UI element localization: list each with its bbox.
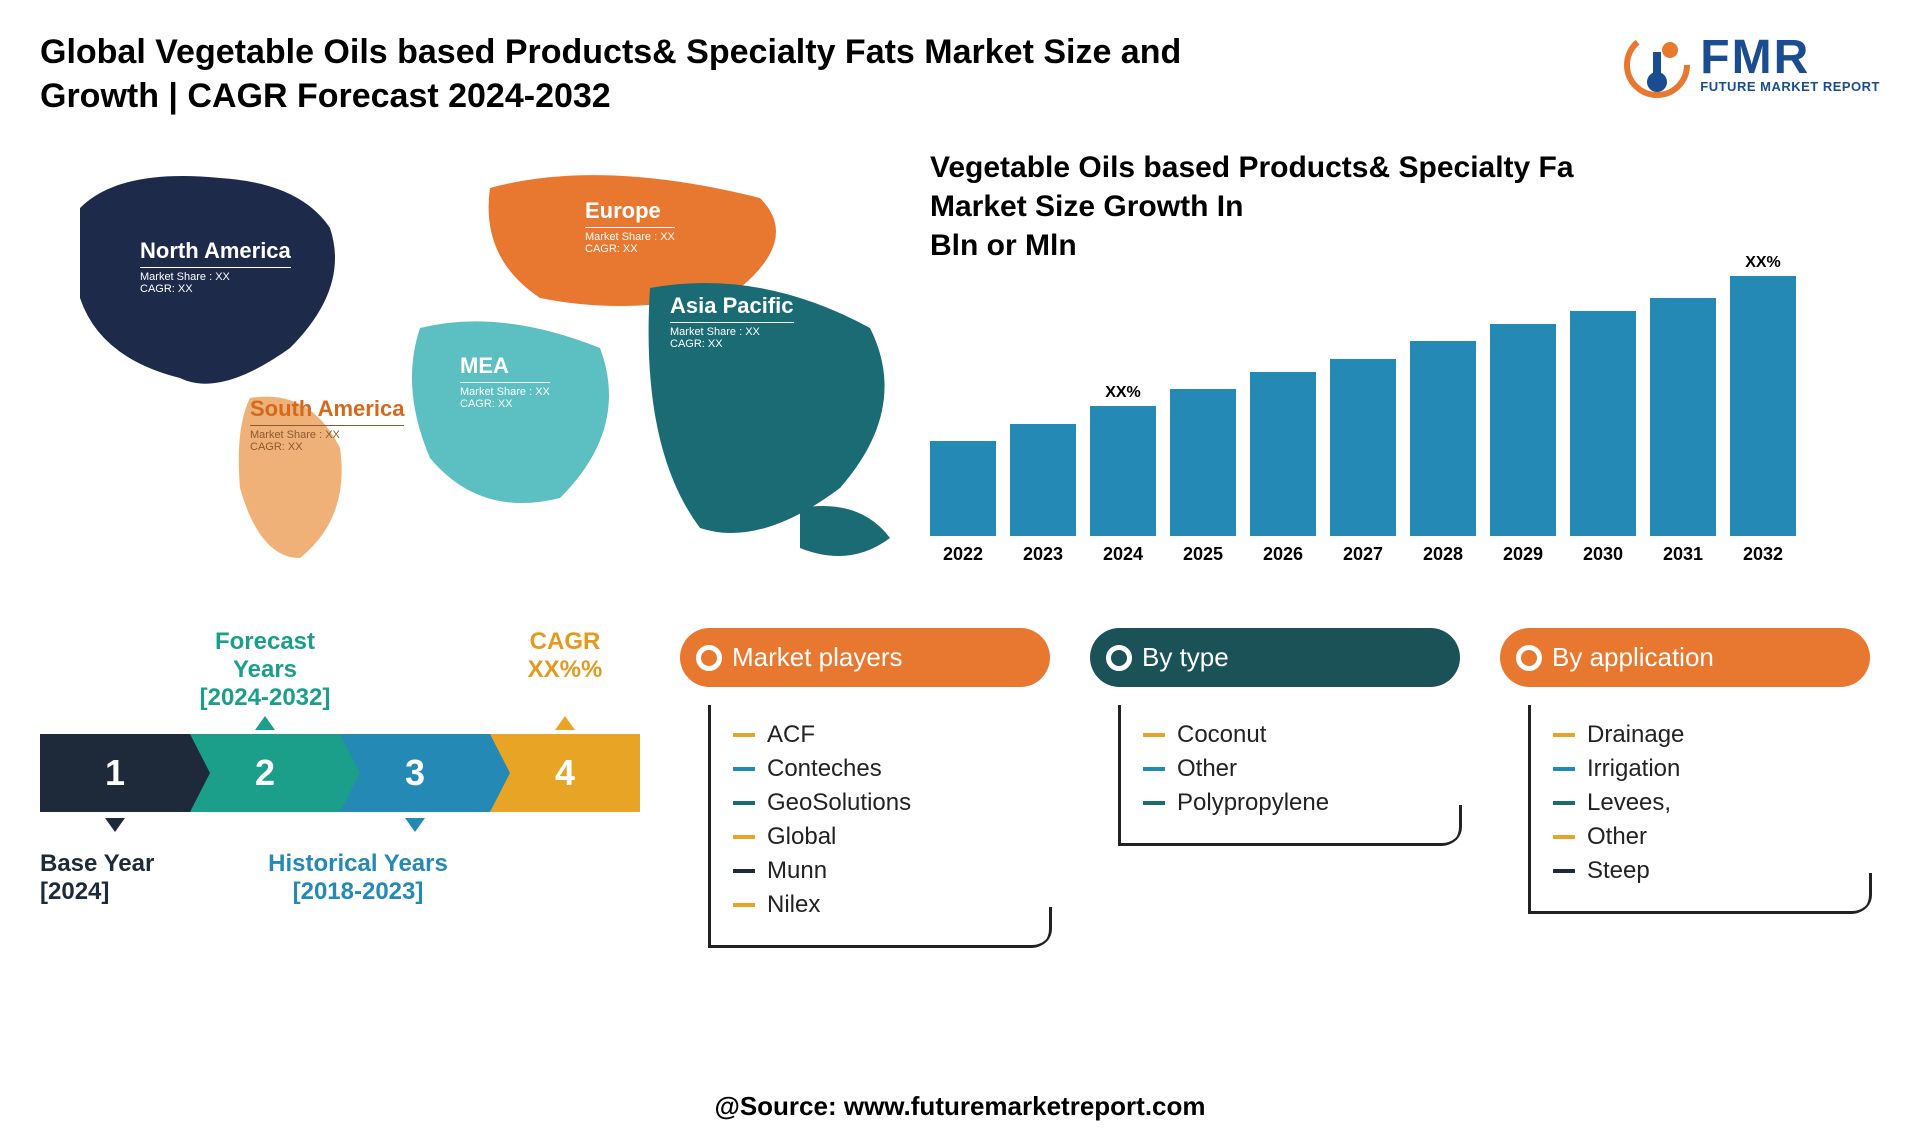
arrow-up-icon [555,716,575,730]
list-item: Polypropylene [1143,789,1446,817]
bar-year-label: 2032 [1743,544,1783,565]
label-south-america: South America Market Share : XXCAGR: XX [250,396,404,453]
tick-icon [1553,767,1575,771]
label-mea: MEA Market Share : XXCAGR: XX [460,353,550,410]
bar-year-label: 2030 [1583,544,1623,565]
list-item: GeoSolutions [733,789,1036,817]
timeline-seg-4: 4 [490,734,640,812]
bar-2027: 2027 [1330,359,1396,566]
tick-icon [733,801,755,805]
timeline-seg-2: 2 [190,734,340,812]
list-item: Conteches [733,755,1036,783]
list-item: Other [1553,823,1856,851]
bottom-row: Forecast Years [2024-2032] CAGR XX%% 123… [40,628,1880,948]
bar-annot-2024: XX% [1105,384,1141,402]
timeline: Forecast Years [2024-2032] CAGR XX%% 123… [40,628,640,948]
list-item: Steep [1553,857,1856,885]
bar-2024: XX%2024 [1090,406,1156,565]
bars: 20222023XX%20242025202620272028202920302… [930,285,1880,565]
baseyear-range: [2024] [40,878,109,905]
tick-icon [1143,801,1165,805]
bar-annot-2032: XX% [1745,254,1781,272]
logo-icon [1622,30,1692,100]
bar-2028: 2028 [1410,341,1476,565]
tick-icon [1553,733,1575,737]
list-item: Drainage [1553,721,1856,749]
region-mea [412,322,609,504]
bar-year-label: 2026 [1263,544,1303,565]
label-asia-pacific: Asia Pacific Market Share : XXCAGR: XX [670,293,794,350]
bar-2029: 2029 [1490,324,1556,565]
list-item: Nilex [733,891,1036,919]
arrow-down-icon [405,818,425,832]
timeline-seg-3: 3 [340,734,490,812]
bar-2023: 2023 [1010,424,1076,566]
tick-icon [733,869,755,873]
bar-year-label: 2031 [1663,544,1703,565]
bar-year-label: 2029 [1503,544,1543,565]
cagr-label: CAGR [530,628,601,655]
list-item: ACF [733,721,1036,749]
header: Global Vegetable Oils based Products& Sp… [40,30,1880,118]
pill-market-players: Market players [680,628,1050,687]
bar-2032: XX%2032 [1730,276,1796,565]
cagr-value: XX%% [528,656,603,683]
tick-icon [733,767,755,771]
timeline-seg-1: 1 [40,734,190,812]
logo: FMR FUTURE MARKET REPORT [1622,30,1880,100]
tick-icon [1143,733,1165,737]
source-label: @Source: www.futuremarketreport.com [0,1091,1920,1122]
world-map: North America Market Share : XXCAGR: XX … [40,148,910,568]
logo-fmr: FMR [1700,36,1880,79]
forecast-label: Forecast Years [215,628,315,683]
historical-label: Historical Years [268,850,448,877]
baseyear-label: Base Year [40,850,154,877]
tick-icon [1143,767,1165,771]
bar-2030: 2030 [1570,311,1636,565]
list-item: Global [733,823,1036,851]
arrow-down-icon [105,818,125,832]
tick-icon [1553,801,1575,805]
tick-icon [1553,869,1575,873]
bar-2031: 2031 [1650,298,1716,565]
bar-2025: 2025 [1170,389,1236,565]
pill-by-application: By application [1500,628,1870,687]
tick-icon [733,903,755,907]
list-item: Irrigation [1553,755,1856,783]
growth-chart: Vegetable Oils based Products& Specialty… [930,148,1880,568]
market-players: Market players ACF Conteches GeoSolutions G… [680,628,1050,948]
page-title: Global Vegetable Oils based Products& Sp… [40,30,1240,118]
bar-2022: 2022 [930,441,996,565]
list-item: Coconut [1143,721,1446,749]
historical-range: [2018-2023] [293,878,424,905]
list-item: Other [1143,755,1446,783]
bar-year-label: 2027 [1343,544,1383,565]
arrow-up-icon [255,716,275,730]
bar-year-label: 2023 [1023,544,1063,565]
mid-row: North America Market Share : XXCAGR: XX … [40,148,1880,568]
bar-2026: 2026 [1250,372,1316,566]
label-north-america: North America Market Share : XXCAGR: XX [140,238,291,295]
list-item: Levees, [1553,789,1856,817]
tick-icon [1553,835,1575,839]
by-application: By application Drainage Irrigation Levees,… [1500,628,1870,948]
timeline-bar: 1234 [40,734,640,812]
forecast-range: [2024-2032] [200,684,331,711]
by-type: By type Coconut Other Polypropylene [1090,628,1460,948]
bar-year-label: 2028 [1423,544,1463,565]
tick-icon [733,835,755,839]
chart-title: Vegetable Oils based Products& Specialty… [930,148,1880,265]
bar-year-label: 2024 [1103,544,1143,565]
logo-sub: FUTURE MARKET REPORT [1700,79,1880,94]
label-europe: Europe Market Share : XXCAGR: XX [585,198,675,255]
bar-year-label: 2022 [943,544,983,565]
bar-year-label: 2025 [1183,544,1223,565]
pill-by-type: By type [1090,628,1460,687]
list-item: Munn [733,857,1036,885]
tick-icon [733,733,755,737]
